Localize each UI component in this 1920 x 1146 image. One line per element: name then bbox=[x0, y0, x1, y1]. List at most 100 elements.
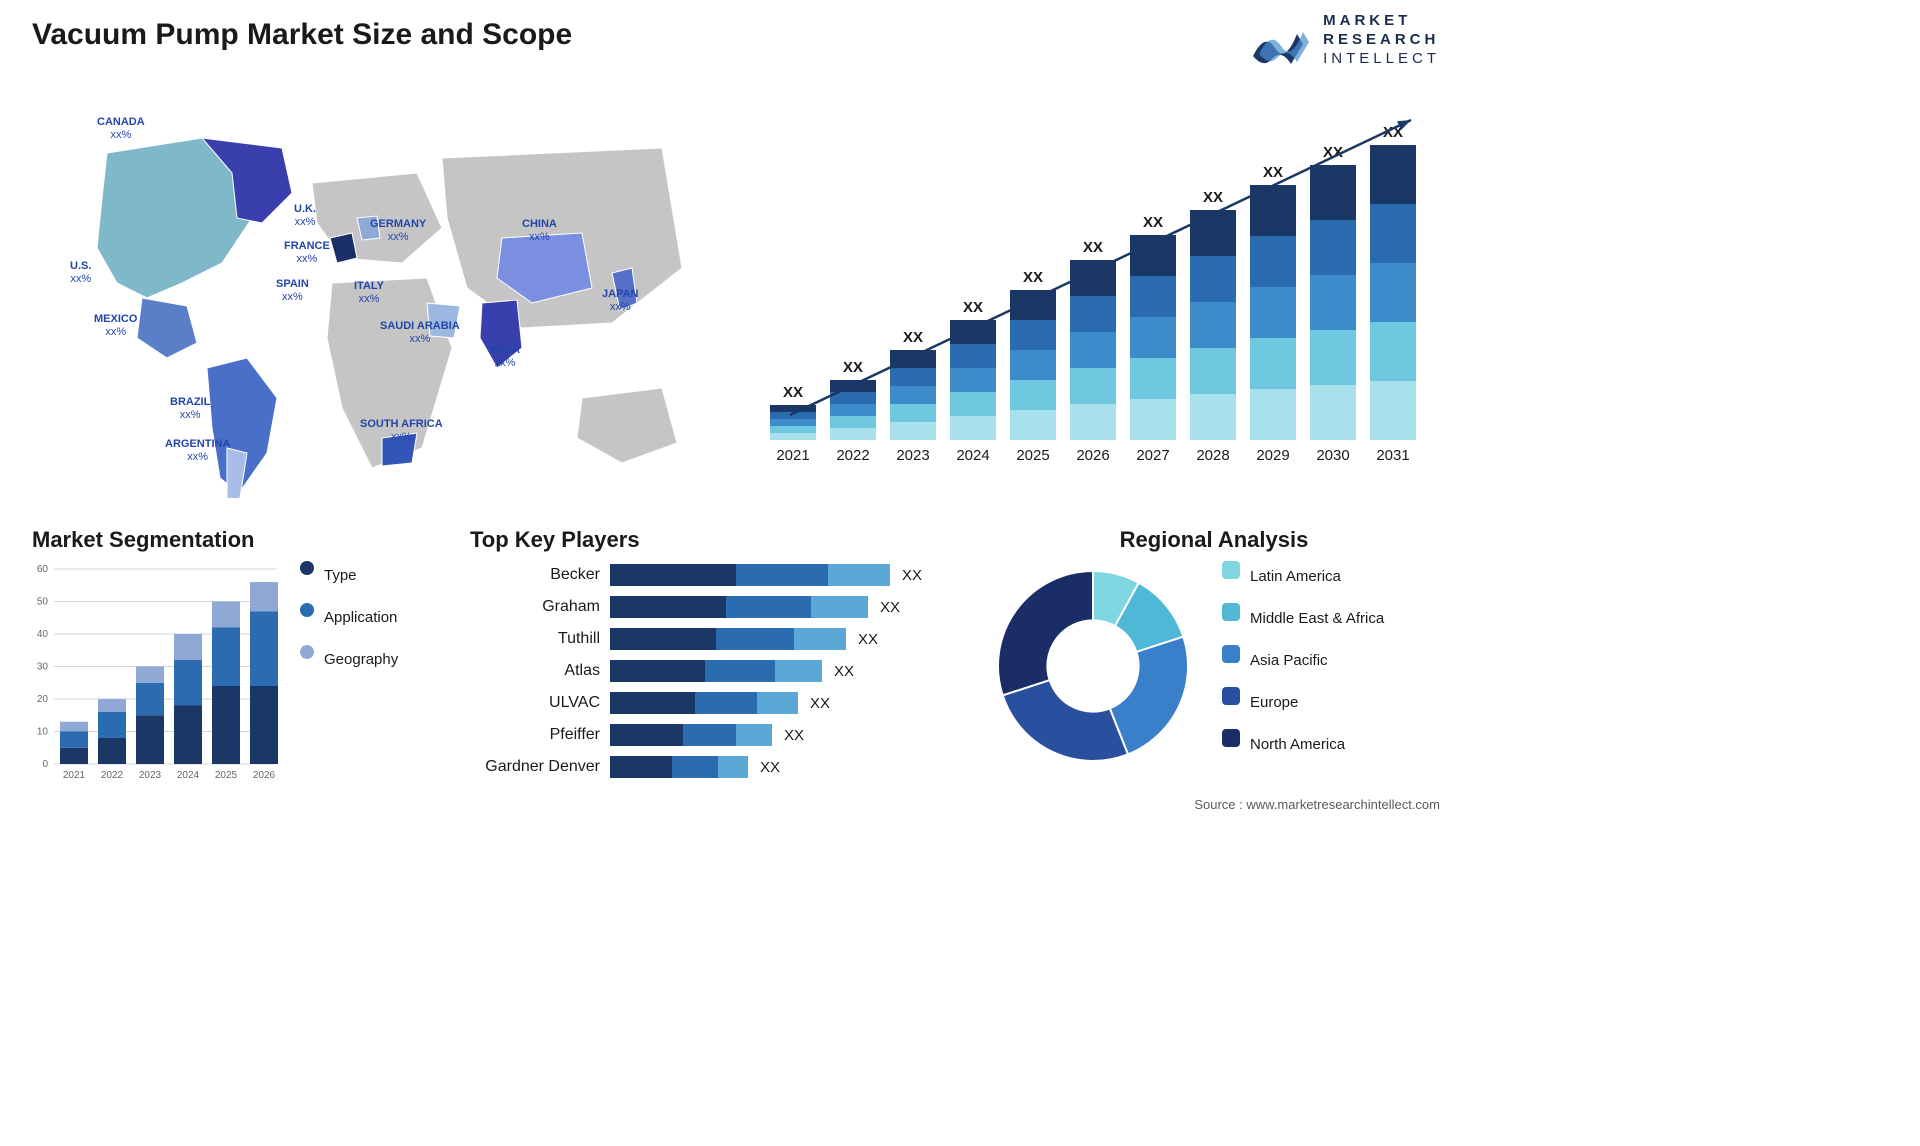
swatch bbox=[300, 645, 314, 659]
map-label-germany: GERMANYxx% bbox=[370, 218, 426, 243]
players-title: Top Key Players bbox=[470, 527, 960, 553]
svg-text:2025: 2025 bbox=[1016, 447, 1049, 464]
player-name: Tuthill bbox=[470, 630, 610, 648]
seg-legend-label: Geography bbox=[324, 651, 398, 668]
svg-text:20: 20 bbox=[37, 694, 49, 705]
swatch bbox=[1222, 729, 1240, 747]
map-label-canada: CANADAxx% bbox=[97, 116, 145, 141]
svg-text:XX: XX bbox=[1143, 214, 1163, 231]
swatch bbox=[1222, 561, 1240, 579]
players-chart: Becker XX Graham XX Tuthill XX Atlas XX ULVAC XX P… bbox=[470, 561, 960, 781]
svg-text:2021: 2021 bbox=[776, 447, 809, 464]
map-label-u.k.: U.K.xx% bbox=[294, 203, 316, 228]
map-label-china: CHINAxx% bbox=[522, 218, 557, 243]
player-bar bbox=[610, 596, 868, 618]
svg-text:2029: 2029 bbox=[1256, 447, 1289, 464]
logo-text: MARKET RESEARCH INTELLECT bbox=[1323, 12, 1440, 68]
player-value: XX bbox=[880, 599, 900, 616]
swatch bbox=[300, 603, 314, 617]
map-label-japan: JAPANxx% bbox=[602, 288, 638, 313]
svg-text:30: 30 bbox=[37, 662, 49, 673]
svg-text:2022: 2022 bbox=[836, 447, 869, 464]
player-row-becker: Becker XX bbox=[470, 561, 960, 589]
map-label-france: FRANCExx% bbox=[284, 240, 330, 265]
map-label-italy: ITALYxx% bbox=[354, 280, 384, 305]
svg-text:10: 10 bbox=[37, 727, 49, 738]
segmentation-chart: 0102030405060202120222023202420252026 bbox=[32, 561, 280, 786]
map-label-u.s.: U.S.xx% bbox=[70, 260, 91, 285]
player-name: ULVAC bbox=[470, 694, 610, 712]
source-text: Source : www.marketresearchintellect.com bbox=[1194, 797, 1440, 812]
swatch bbox=[1222, 687, 1240, 705]
region-legend-label: Latin America bbox=[1250, 568, 1341, 585]
svg-text:2027: 2027 bbox=[1136, 447, 1169, 464]
player-name: Atlas bbox=[470, 662, 610, 680]
segmentation-section: Market Segmentation 01020304050602021202… bbox=[32, 527, 442, 786]
player-name: Becker bbox=[470, 566, 610, 584]
player-bar bbox=[610, 756, 748, 778]
player-name: Pfeiffer bbox=[470, 726, 610, 744]
svg-text:2026: 2026 bbox=[1076, 447, 1109, 464]
map-label-spain: SPAINxx% bbox=[276, 278, 309, 303]
player-bar bbox=[610, 564, 890, 586]
regional-title: Regional Analysis bbox=[988, 527, 1440, 553]
seg-legend-geography: Geography bbox=[300, 645, 398, 673]
players-section: Top Key Players Becker XX Graham XX Tuthill X… bbox=[470, 527, 960, 786]
svg-text:XX: XX bbox=[1083, 239, 1103, 256]
svg-text:2023: 2023 bbox=[139, 770, 162, 781]
region-legend-north-america: North America bbox=[1222, 729, 1384, 759]
player-bar bbox=[610, 660, 822, 682]
svg-text:2024: 2024 bbox=[177, 770, 200, 781]
player-value: XX bbox=[858, 631, 878, 648]
region-legend-europe: Europe bbox=[1222, 687, 1384, 717]
player-row-atlas: Atlas XX bbox=[470, 657, 960, 685]
seg-legend-label: Application bbox=[324, 609, 397, 626]
map-label-india: INDIAxx% bbox=[490, 344, 520, 369]
map-label-argentina: ARGENTINAxx% bbox=[165, 438, 230, 463]
region-legend-latin-america: Latin America bbox=[1222, 561, 1384, 591]
svg-text:2024: 2024 bbox=[956, 447, 989, 464]
svg-text:2022: 2022 bbox=[101, 770, 124, 781]
swatch bbox=[1222, 645, 1240, 663]
player-value: XX bbox=[902, 567, 922, 584]
player-name: Graham bbox=[470, 598, 610, 616]
player-row-ulvac: ULVAC XX bbox=[470, 689, 960, 717]
swatch bbox=[1222, 603, 1240, 621]
region-legend-label: Middle East & Africa bbox=[1250, 610, 1384, 627]
player-name: Gardner Denver bbox=[470, 758, 610, 776]
svg-text:2023: 2023 bbox=[896, 447, 929, 464]
map-label-saudi-arabia: SAUDI ARABIAxx% bbox=[380, 320, 460, 345]
svg-text:2021: 2021 bbox=[63, 770, 86, 781]
svg-text:40: 40 bbox=[37, 629, 49, 640]
svg-text:XX: XX bbox=[783, 384, 803, 401]
player-value: XX bbox=[834, 663, 854, 680]
growth-bar-chart: XX 2021 XX 2022 XX 2023 XX 2024 XX 2025 XX 2026 XX 20… bbox=[760, 100, 1440, 480]
region-legend-label: North America bbox=[1250, 736, 1345, 753]
svg-text:XX: XX bbox=[843, 359, 863, 376]
map-label-brazil: BRAZILxx% bbox=[170, 396, 210, 421]
player-row-pfeiffer: PfeifferXX bbox=[470, 721, 960, 749]
player-row-gardner-denver: Gardner DenverXX bbox=[470, 753, 960, 781]
region-legend-asia-pacific: Asia Pacific bbox=[1222, 645, 1384, 675]
svg-text:2026: 2026 bbox=[253, 770, 276, 781]
map-label-mexico: MEXICOxx% bbox=[94, 313, 137, 338]
seg-legend-type: Type bbox=[300, 561, 398, 589]
player-value: XX bbox=[810, 695, 830, 712]
region-legend-label: Europe bbox=[1250, 694, 1298, 711]
segmentation-legend: Type Application Geography bbox=[300, 561, 398, 786]
segmentation-title: Market Segmentation bbox=[32, 527, 442, 553]
map-label-south-africa: SOUTH AFRICAxx% bbox=[360, 418, 443, 443]
regional-section: Regional Analysis Latin America Middle Ea… bbox=[988, 527, 1440, 786]
player-row-tuthill: Tuthill XX bbox=[470, 625, 960, 653]
svg-text:XX: XX bbox=[903, 329, 923, 346]
svg-text:XX: XX bbox=[1263, 164, 1283, 181]
svg-text:2025: 2025 bbox=[215, 770, 238, 781]
world-map: CANADAxx% U.S.xx% MEXICOxx% BRAZILxx% ARGENT… bbox=[22, 88, 722, 498]
svg-text:XX: XX bbox=[963, 299, 983, 316]
regional-legend: Latin America Middle East & Africa Asia Pa… bbox=[1222, 561, 1384, 771]
regional-donut bbox=[988, 561, 1198, 771]
region-legend-label: Asia Pacific bbox=[1250, 652, 1328, 669]
svg-text:60: 60 bbox=[37, 564, 49, 575]
svg-text:2030: 2030 bbox=[1316, 447, 1349, 464]
svg-text:2028: 2028 bbox=[1196, 447, 1229, 464]
